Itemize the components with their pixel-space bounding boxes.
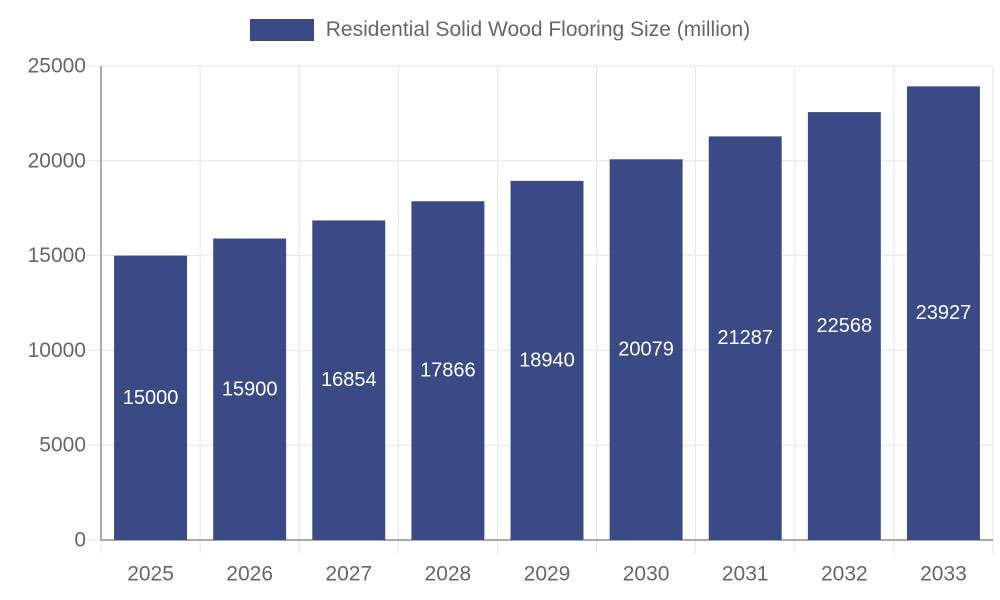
y-tick-label: 0 xyxy=(74,529,86,552)
bar-2029 xyxy=(510,180,584,541)
bar-2033 xyxy=(906,86,980,540)
bar-value-label: 18940 xyxy=(519,349,575,371)
bar-value-label: 17866 xyxy=(420,360,476,382)
bar-2026 xyxy=(213,238,287,540)
bar-value-label: 21287 xyxy=(717,327,773,349)
bar-2027 xyxy=(312,220,386,540)
bar-value-label: 15000 xyxy=(123,387,179,409)
y-tick-label: 20000 xyxy=(28,149,86,172)
bar-value-label: 23927 xyxy=(916,302,972,324)
y-tick-label: 5000 xyxy=(39,434,86,457)
bar-2028 xyxy=(411,201,485,541)
y-tick-label: 10000 xyxy=(28,339,86,362)
y-tick-label: 15000 xyxy=(28,244,86,267)
x-tick-label: 2028 xyxy=(425,563,472,586)
bar-2025 xyxy=(114,255,188,540)
bar-2032 xyxy=(807,112,881,540)
legend[interactable]: Residential Solid Wood Flooring Size (mi… xyxy=(0,18,1000,42)
bar-value-label: 16854 xyxy=(321,369,377,391)
bar-value-label: 20079 xyxy=(618,339,674,361)
legend-label: Residential Solid Wood Flooring Size (mi… xyxy=(325,18,751,41)
x-tick-label: 2030 xyxy=(623,563,670,586)
x-tick-label: 2031 xyxy=(722,563,769,586)
y-tick-label: 25000 xyxy=(28,55,86,78)
x-tick-label: 2026 xyxy=(226,563,273,586)
bar-value-label: 22568 xyxy=(817,315,873,337)
x-tick-label: 2029 xyxy=(524,563,571,586)
x-tick-label: 2033 xyxy=(920,563,967,586)
bar-value-label: 15900 xyxy=(222,378,278,400)
x-tick-label: 2032 xyxy=(821,563,868,586)
bar-2031 xyxy=(708,136,782,540)
legend-swatch xyxy=(249,19,314,41)
x-tick-label: 2025 xyxy=(127,563,174,586)
x-tick-label: 2027 xyxy=(325,563,372,586)
bar-2030 xyxy=(609,159,683,540)
